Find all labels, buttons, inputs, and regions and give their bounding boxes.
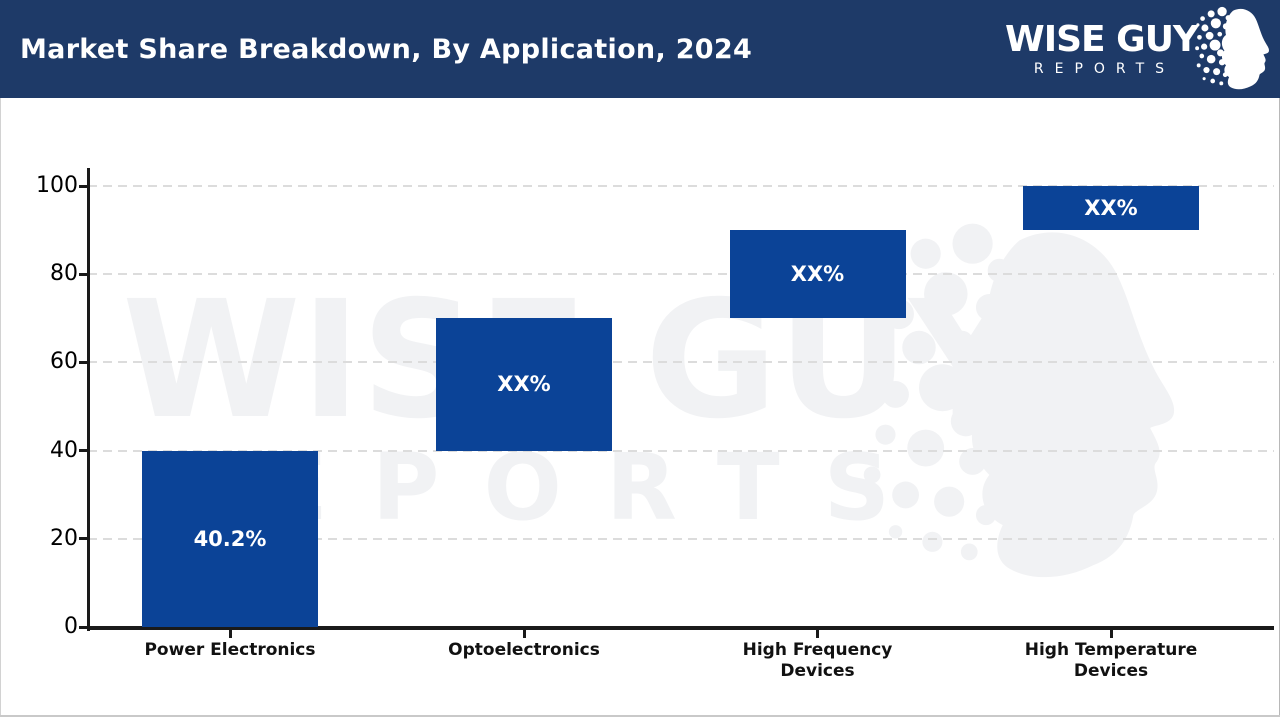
x-axis-category-label: Optoelectronics [404,640,644,661]
header-bar: Market Share Breakdown, By Application, … [0,0,1280,98]
x-axis-tick-mark [522,630,526,638]
x-axis-line [87,626,1274,630]
x-axis-category-label: High Temperature Devices [991,640,1231,682]
x-axis-category-line: High Frequency [742,640,893,660]
bar-high-temperature-devices: XX% [1023,186,1199,231]
chart-plot-area: 0 20 40 60 80 100 40.2% XX% XX% XX% Power Electron… [0,98,1280,720]
wise-guy-reports-logo: WISE GUY REPORTS [1005,5,1272,93]
logo-text: WISE GUY REPORTS [1004,19,1199,77]
gridline-20 [88,537,1274,540]
y-axis-tick-mark [79,537,87,541]
gridline-80 [88,273,1274,276]
y-axis-tick-mark [79,184,87,188]
bar-high-frequency-devices: XX% [729,230,906,319]
bar-value-label: XX% [790,262,845,287]
x-axis-category-line: Devices [1073,661,1149,681]
y-axis-tick-label: 40 [50,437,78,463]
y-axis-tick-label: 100 [36,173,78,198]
x-axis-category-label: Power Electronics [110,640,350,661]
logo-subtitle: REPORTS [1033,61,1176,77]
x-axis-category-line: High Temperature [1024,640,1198,660]
bar-optoelectronics: XX% [436,318,612,451]
y-axis-tick-mark [79,625,87,629]
x-axis-tick-mark [1109,630,1113,638]
bar-value-label: XX% [497,372,551,397]
page-bottom-border [0,715,1280,717]
gridline-100 [88,185,1274,187]
bar-value-label: 40.2% [193,526,267,551]
x-axis-category-line: Optoelectronics [448,640,600,660]
bar-value-label: XX% [1084,196,1138,221]
bar-power-electronics: 40.2% [142,450,318,627]
x-axis-tick-mark [228,630,232,638]
gridline-60 [88,361,1274,364]
y-axis-tick-label: 80 [50,261,78,287]
y-axis-tick-label: 0 [64,614,78,639]
logo-name: WISE GUY [1004,19,1199,60]
y-axis-tick-label: 60 [50,349,78,375]
x-axis-category-label: High Frequency Devices [698,640,938,682]
y-axis-tick-mark [79,360,87,364]
y-axis-tick-label: 20 [50,525,78,551]
y-axis-line [87,168,90,631]
x-axis-category-line: Power Electronics [144,640,316,660]
chart-title: Market Share Breakdown, By Application, … [20,33,753,65]
x-axis-category-line: Devices [780,661,855,681]
gridline-40 [88,449,1274,452]
y-axis-tick-mark [79,272,87,276]
page-left-border [0,98,1,716]
logo-face-icon [1195,6,1270,90]
y-axis-tick-mark [79,449,87,453]
x-axis-tick-mark [816,630,819,638]
